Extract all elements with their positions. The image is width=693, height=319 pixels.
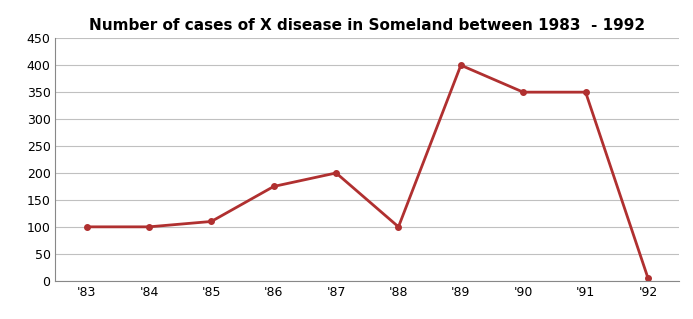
Title: Number of cases of X disease in Someland between 1983  - 1992: Number of cases of X disease in Someland… (89, 18, 645, 33)
